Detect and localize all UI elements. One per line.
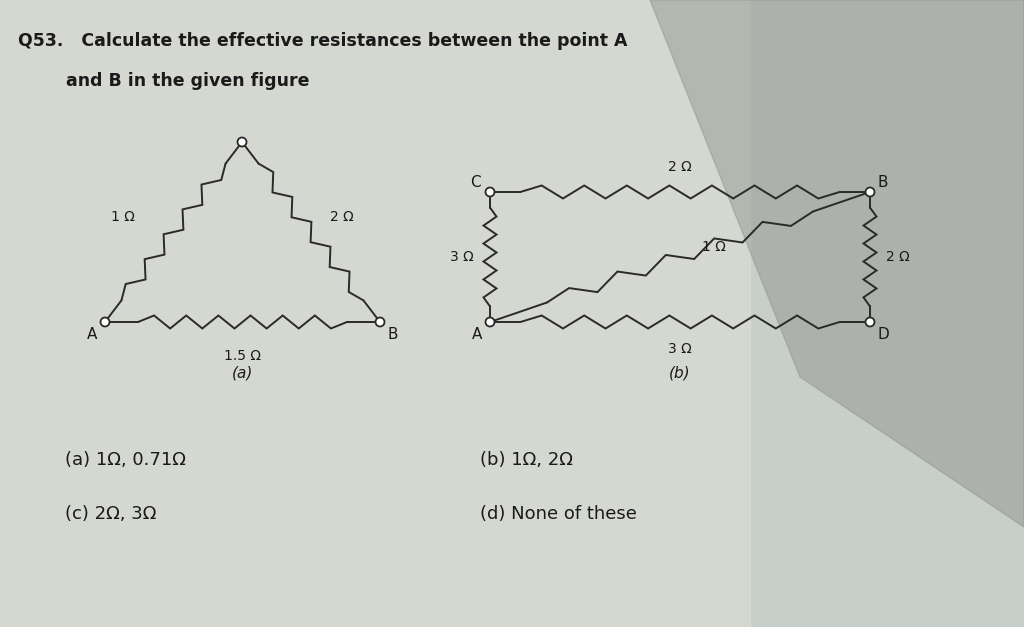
Text: and B in the given figure: and B in the given figure bbox=[18, 72, 309, 90]
Text: A: A bbox=[87, 327, 97, 342]
Text: D: D bbox=[878, 327, 889, 342]
Text: 3 Ω: 3 Ω bbox=[451, 250, 474, 264]
Text: 2 Ω: 2 Ω bbox=[668, 160, 692, 174]
Text: (a) 1Ω, 0.71Ω: (a) 1Ω, 0.71Ω bbox=[65, 451, 186, 469]
Polygon shape bbox=[650, 0, 1024, 527]
Text: 1 Ω: 1 Ω bbox=[112, 210, 135, 224]
Text: (b) 1Ω, 2Ω: (b) 1Ω, 2Ω bbox=[480, 451, 572, 469]
Bar bbox=[0, 0, 750, 627]
Text: 3 Ω: 3 Ω bbox=[668, 342, 692, 356]
Circle shape bbox=[485, 317, 495, 327]
Text: A: A bbox=[472, 327, 482, 342]
Text: Q53.   Calculate the effective resistances between the point A: Q53. Calculate the effective resistances… bbox=[18, 32, 628, 50]
Text: B: B bbox=[878, 175, 888, 190]
Text: B: B bbox=[388, 327, 398, 342]
Text: 2 Ω: 2 Ω bbox=[886, 250, 910, 264]
Circle shape bbox=[100, 317, 110, 327]
Text: (a): (a) bbox=[231, 365, 253, 380]
Text: (c) 2Ω, 3Ω: (c) 2Ω, 3Ω bbox=[65, 505, 157, 523]
Text: C: C bbox=[470, 175, 480, 190]
Circle shape bbox=[865, 187, 874, 196]
Text: (b): (b) bbox=[670, 365, 691, 380]
Circle shape bbox=[376, 317, 384, 327]
Text: 2 Ω: 2 Ω bbox=[330, 210, 353, 224]
Circle shape bbox=[865, 317, 874, 327]
Text: 1.5 Ω: 1.5 Ω bbox=[223, 349, 260, 363]
Circle shape bbox=[485, 187, 495, 196]
Circle shape bbox=[238, 137, 247, 147]
Text: 1 Ω: 1 Ω bbox=[702, 240, 726, 254]
Text: (d) None of these: (d) None of these bbox=[480, 505, 637, 523]
